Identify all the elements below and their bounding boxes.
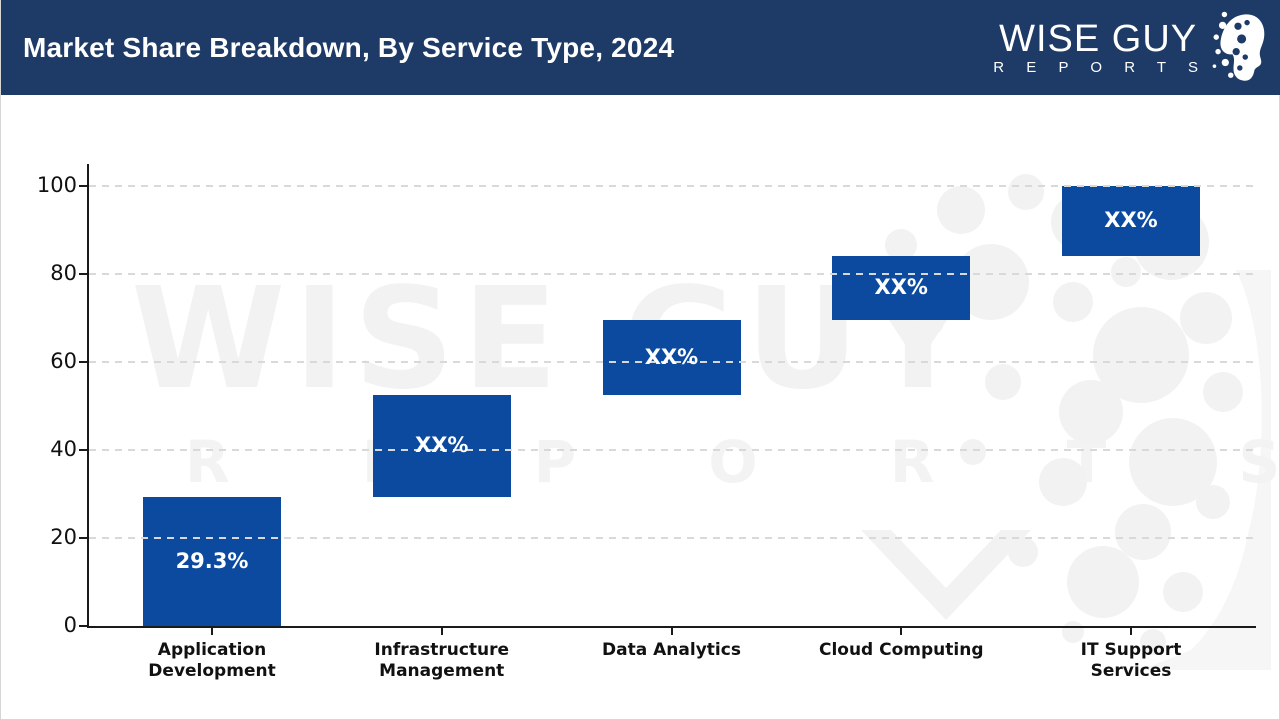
x-tick-mark-infrastructure-management bbox=[440, 628, 443, 635]
gridline-100 bbox=[89, 185, 1255, 187]
y-axis-line bbox=[87, 164, 89, 628]
y-tick-label-100: 100 bbox=[36, 173, 77, 197]
bar-value-label-data-analytics: XX% bbox=[644, 344, 699, 369]
y-tick-mark-80 bbox=[79, 273, 87, 275]
gridline-60 bbox=[89, 361, 1255, 363]
x-tick-mark-data-analytics bbox=[670, 628, 673, 635]
y-tick-label-80: 80 bbox=[50, 261, 77, 285]
bar-it-support-services bbox=[1062, 186, 1200, 257]
y-tick-mark-40 bbox=[79, 449, 87, 451]
y-tick-label-20: 20 bbox=[50, 525, 77, 549]
bar-application-development bbox=[143, 497, 281, 626]
x-axis-line bbox=[87, 626, 1256, 628]
bar-data-analytics bbox=[602, 320, 741, 396]
logo-text: WISE GUY R E P O R T S bbox=[989, 19, 1207, 77]
x-tick-mark-it-support-services bbox=[1130, 628, 1132, 635]
header-bar: Market Share Breakdown, By Service Type,… bbox=[1, 0, 1280, 95]
bar-value-label-cloud-computing: XX% bbox=[874, 275, 928, 300]
logo-wordmark: WISE GUY bbox=[999, 17, 1198, 60]
bar-value-label-infrastructure-management: XX% bbox=[415, 433, 469, 458]
bar-cloud-computing bbox=[832, 256, 971, 321]
y-tick-label-60: 60 bbox=[50, 349, 77, 373]
y-tick-mark-0 bbox=[79, 625, 87, 627]
watermark-text-wiseguy: WISE GUY bbox=[131, 258, 977, 421]
y-tick-label-0: 0 bbox=[63, 613, 77, 637]
logo-subtitle: R E P O R T S bbox=[993, 58, 1207, 76]
category-label-application-development: Application Development bbox=[148, 640, 276, 681]
y-tick-label-40: 40 bbox=[50, 437, 77, 461]
category-label-it-support-services: IT Support Services bbox=[1080, 640, 1182, 681]
gridline-20 bbox=[89, 537, 1255, 539]
bar-value-label-it-support-services: XX% bbox=[1104, 208, 1158, 233]
category-label-infrastructure-management: Infrastructure Management bbox=[374, 640, 510, 681]
bar-infrastructure-management bbox=[372, 395, 511, 498]
category-label-data-analytics: Data Analytics bbox=[602, 640, 741, 660]
x-tick-mark-application-development bbox=[211, 628, 213, 635]
chart-title: Market Share Breakdown, By Service Type,… bbox=[23, 31, 675, 63]
gridline-80 bbox=[89, 273, 1255, 275]
logo-head-icon bbox=[1212, 11, 1265, 81]
wise-guy-reports-logo: WISE GUY R E P O R T S bbox=[989, 8, 1267, 88]
y-tick-mark-100 bbox=[79, 185, 87, 187]
category-label-cloud-computing: Cloud Computing bbox=[818, 640, 984, 660]
gridline-40 bbox=[89, 449, 1255, 451]
y-tick-mark-20 bbox=[79, 537, 87, 539]
y-tick-mark-60 bbox=[79, 361, 87, 363]
x-tick-mark-cloud-computing bbox=[900, 628, 903, 635]
bar-value-label-application-development: 29.3% bbox=[175, 548, 249, 573]
